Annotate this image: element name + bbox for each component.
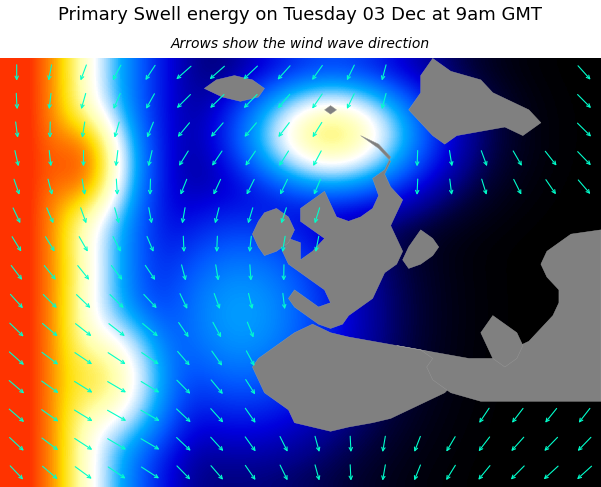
Polygon shape — [204, 75, 264, 101]
Polygon shape — [252, 324, 457, 431]
Polygon shape — [397, 230, 601, 401]
Text: Primary Swell energy on Tuesday 03 Dec at 9am GMT: Primary Swell energy on Tuesday 03 Dec a… — [58, 6, 543, 23]
Polygon shape — [481, 316, 523, 367]
Polygon shape — [282, 135, 403, 328]
Polygon shape — [409, 58, 541, 144]
Polygon shape — [403, 230, 439, 268]
Polygon shape — [325, 106, 337, 114]
Polygon shape — [252, 208, 294, 256]
Text: Arrows show the wind wave direction: Arrows show the wind wave direction — [171, 37, 430, 51]
